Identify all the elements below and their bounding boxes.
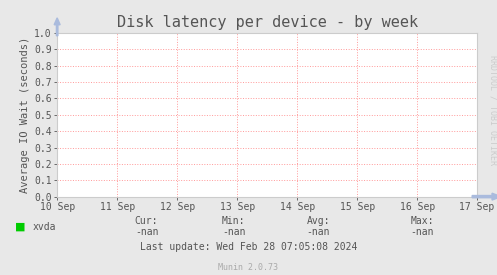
- Text: Min:: Min:: [222, 216, 246, 226]
- Text: ■: ■: [15, 222, 25, 232]
- Text: -nan: -nan: [222, 227, 246, 237]
- Text: Cur:: Cur:: [135, 216, 159, 226]
- Text: -nan: -nan: [135, 227, 159, 237]
- Y-axis label: Average IO Wait (seconds): Average IO Wait (seconds): [20, 37, 30, 193]
- Text: RRDTOOL / TOBI OETIKER: RRDTOOL / TOBI OETIKER: [489, 55, 497, 165]
- Text: Avg:: Avg:: [306, 216, 330, 226]
- Text: xvda: xvda: [32, 222, 56, 232]
- Title: Disk latency per device - by week: Disk latency per device - by week: [117, 15, 417, 31]
- Text: Max:: Max:: [411, 216, 434, 226]
- Text: Munin 2.0.73: Munin 2.0.73: [219, 263, 278, 272]
- Text: -nan: -nan: [411, 227, 434, 237]
- Text: -nan: -nan: [306, 227, 330, 237]
- Text: Last update: Wed Feb 28 07:05:08 2024: Last update: Wed Feb 28 07:05:08 2024: [140, 243, 357, 252]
